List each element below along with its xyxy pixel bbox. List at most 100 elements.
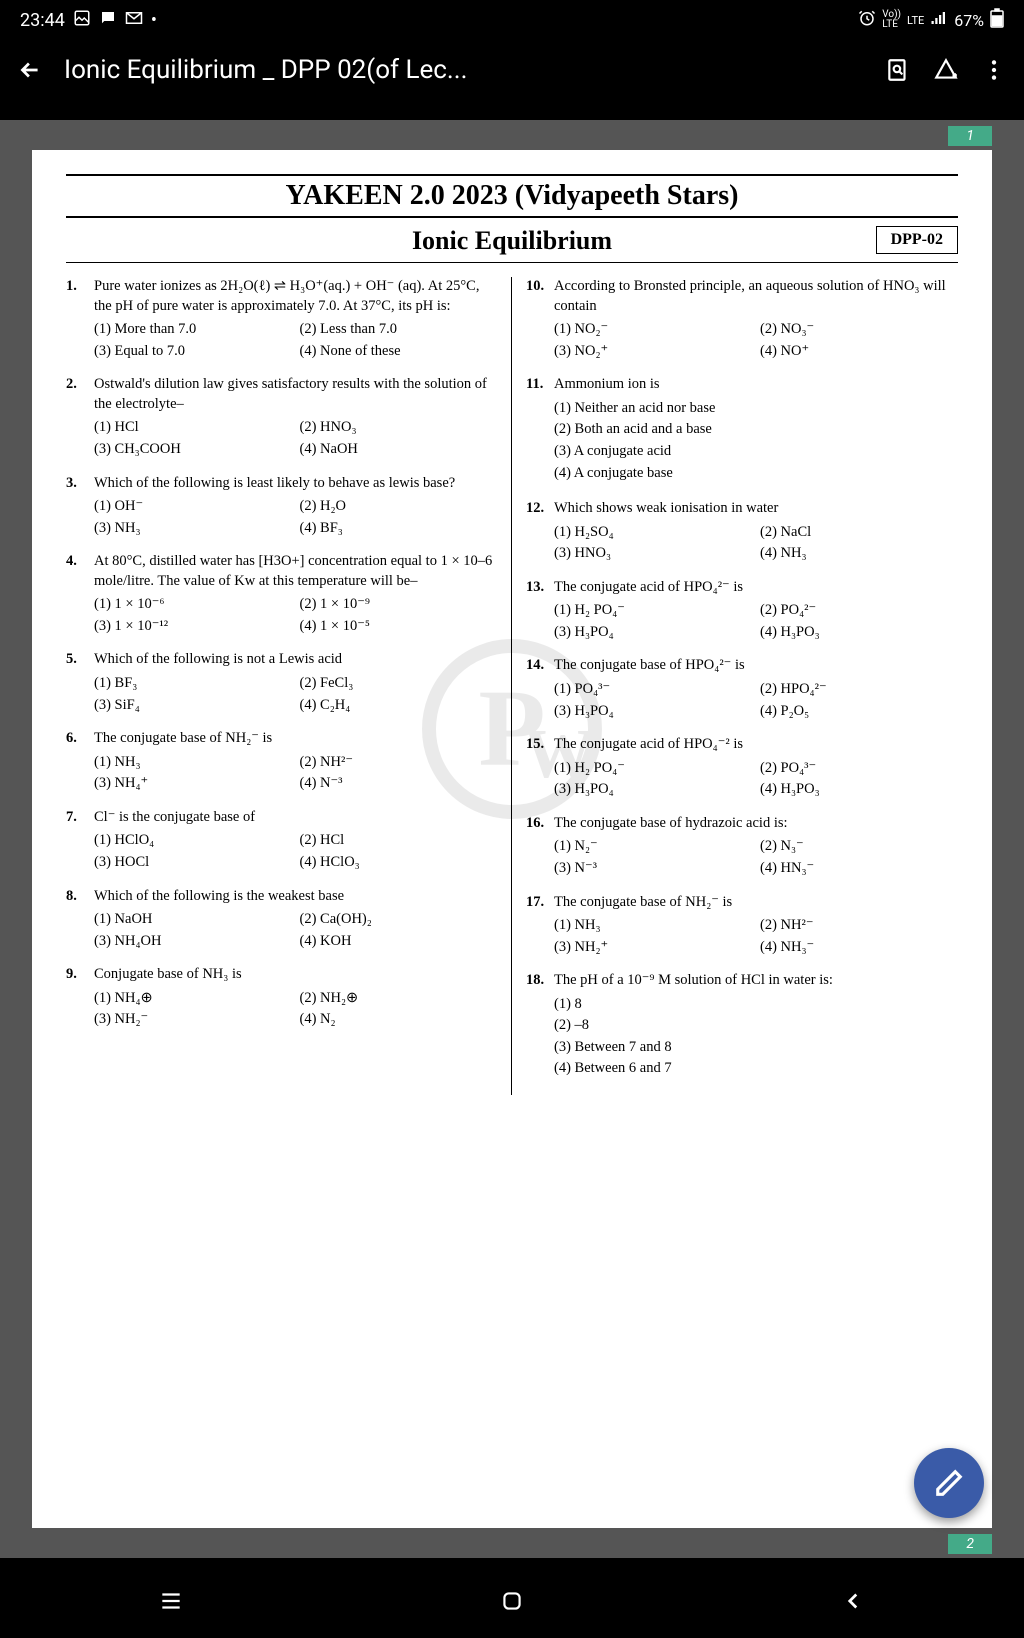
question-number: 5. xyxy=(66,650,94,715)
option: (2) NO₃⁻ xyxy=(760,320,958,340)
question: 11.Ammonium ion is(1) Neither an acid no… xyxy=(526,375,958,485)
question-number: 13. xyxy=(526,578,554,643)
back-button[interactable] xyxy=(16,56,44,84)
options: (1) H₂ PO₄⁻(2) PO₄²⁻(3) H₃PO₄(4) H₃PO₃ xyxy=(554,601,958,642)
option: (3) NH₂⁺ xyxy=(554,938,752,958)
find-button[interactable] xyxy=(884,56,912,84)
option: (1) NaOH xyxy=(94,910,292,930)
battery-icon xyxy=(990,8,1004,32)
question-text: According to Bronsted principle, an aque… xyxy=(554,277,958,316)
option: (1) H₂ PO₄⁻ xyxy=(554,601,752,621)
options: (1) NaOH(2) Ca(OH)₂(3) NH₄OH(4) KOH xyxy=(94,910,497,951)
question: 5.Which of the following is not a Lewis … xyxy=(66,650,497,715)
question-number: 8. xyxy=(66,887,94,952)
doc-subheader: Ionic Equilibrium xyxy=(412,226,612,256)
option: (4) NH₃ xyxy=(760,544,958,564)
question-number: 2. xyxy=(66,375,94,459)
option: (4) N₂ xyxy=(300,1010,498,1030)
volte-icon: Vo))LTE xyxy=(882,10,901,30)
options: (1) HCl(2) HNO₃(3) CH₃COOH(4) NaOH xyxy=(94,418,497,459)
question: 17.The conjugate base of NH₂⁻ is(1) NH₃(… xyxy=(526,893,958,958)
question-text: At 80°C, distilled water has [H3O+] conc… xyxy=(94,552,497,591)
question: 10.According to Bronsted principle, an a… xyxy=(526,277,958,361)
options: (1) Neither an acid nor base(2) Both an … xyxy=(554,399,958,483)
recents-button[interactable] xyxy=(158,1588,184,1618)
doc-header: YAKEEN 2.0 2023 (Vidyapeeth Stars) xyxy=(66,174,958,218)
question-text: The conjugate base of hydrazoic acid is: xyxy=(554,814,958,834)
question-text: The conjugate base of NH₂⁻ is xyxy=(94,729,497,749)
system-nav-bar xyxy=(0,1568,1024,1638)
left-column: 1.Pure water ionizes as 2H₂O(ℓ) ⇌ H₃O⁺(a… xyxy=(66,277,512,1095)
option: (4) P₂O₅ xyxy=(760,702,958,722)
add-shape-button[interactable] xyxy=(932,56,960,84)
option: (2) PO₄³⁻ xyxy=(760,759,958,779)
option: (4) BF₃ xyxy=(300,519,498,539)
option: (1) NH₃ xyxy=(554,916,752,936)
image-icon xyxy=(73,9,91,32)
option: (1) PO₄³⁻ xyxy=(554,680,752,700)
option: (4) H₃PO₃ xyxy=(760,780,958,800)
question-text: Conjugate base of NH₃ is xyxy=(94,965,497,985)
question-number: 17. xyxy=(526,893,554,958)
option: (2) Both an acid and a base xyxy=(554,420,958,440)
home-button[interactable] xyxy=(499,1588,525,1618)
option: (1) 8 xyxy=(554,995,958,1015)
option: (3) N⁻³ xyxy=(554,859,752,879)
option: (4) A conjugate base xyxy=(554,464,958,484)
option: (3) HOCl xyxy=(94,853,292,873)
option: (2) –8 xyxy=(554,1016,958,1036)
option: (2) NH₂⊕ xyxy=(300,989,498,1009)
question: 2.Ostwald's dilution law gives satisfact… xyxy=(66,375,497,459)
option: (4) N⁻³ xyxy=(300,774,498,794)
question-number: 1. xyxy=(66,277,94,361)
options: (1) PO₄³⁻(2) HPO₄²⁻(3) H₃PO₄(4) P₂O₅ xyxy=(554,680,958,721)
options: (1) HClO₄(2) HCl(3) HOCl(4) HClO₃ xyxy=(94,831,497,872)
option: (4) C₂H₄ xyxy=(300,696,498,716)
question-text: Which of the following is the weakest ba… xyxy=(94,887,497,907)
option: (4) 1 × 10⁻⁵ xyxy=(300,617,498,637)
question-number: 3. xyxy=(66,474,94,539)
question: 14.The conjugate base of HPO₄²⁻ is(1) PO… xyxy=(526,656,958,721)
option: (3) Equal to 7.0 xyxy=(94,342,292,362)
option: (1) H₂SO₄ xyxy=(554,523,752,543)
dpp-label: DPP-02 xyxy=(876,226,958,254)
document-viewport[interactable]: 1 PW YAKEEN 2.0 2023 (Vidyapeeth Stars) … xyxy=(0,120,1024,1558)
question-text: Which shows weak ionisation in water xyxy=(554,499,958,519)
options: (1) H₂SO₄(2) NaCl(3) HNO₃(4) NH₃ xyxy=(554,523,958,564)
option: (4) HN₃⁻ xyxy=(760,859,958,879)
options: (1) H₂ PO₄⁻(2) PO₄³⁻(3) H₃PO₄(4) H₃PO₃ xyxy=(554,759,958,800)
question: 7.Cl⁻ is the conjugate base of(1) HClO₄(… xyxy=(66,808,497,873)
question-text: Ammonium ion is xyxy=(554,375,958,395)
option: (3) SiF₄ xyxy=(94,696,292,716)
option: (1) OH⁻ xyxy=(94,497,292,517)
question: 12.Which shows weak ionisation in water(… xyxy=(526,499,958,564)
option: (3) NH₃ xyxy=(94,519,292,539)
option: (1) Neither an acid nor base xyxy=(554,399,958,419)
option: (1) NH₃ xyxy=(94,753,292,773)
option: (3) NH₂⁻ xyxy=(94,1010,292,1030)
option: (3) 1 × 10⁻¹² xyxy=(94,617,292,637)
option: (4) NaOH xyxy=(300,440,498,460)
question: 3.Which of the following is least likely… xyxy=(66,474,497,539)
battery-text: 67% xyxy=(954,11,984,30)
question-text: Cl⁻ is the conjugate base of xyxy=(94,808,497,828)
option: (4) HClO₃ xyxy=(300,853,498,873)
option: (2) Ca(OH)₂ xyxy=(300,910,498,930)
option: (2) NH²⁻ xyxy=(300,753,498,773)
question: 6.The conjugate base of NH₂⁻ is(1) NH₃(2… xyxy=(66,729,497,794)
lte-icon: LTE xyxy=(907,14,924,27)
back-nav-button[interactable] xyxy=(840,1588,866,1618)
app-bar: Ionic Equilibrium _ DPP 02(of Lec... xyxy=(0,40,1024,100)
question-text: The conjugate acid of HPO₄⁻² is xyxy=(554,735,958,755)
options: (1) NH₄⊕(2) NH₂⊕(3) NH₂⁻(4) N₂ xyxy=(94,989,497,1030)
edit-fab[interactable] xyxy=(914,1448,984,1518)
option: (2) N₃⁻ xyxy=(760,837,958,857)
option: (1) HCl xyxy=(94,418,292,438)
option: (4) None of these xyxy=(300,342,498,362)
option: (2) HNO₃ xyxy=(300,418,498,438)
option: (3) HNO₃ xyxy=(554,544,752,564)
document-page: PW YAKEEN 2.0 2023 (Vidyapeeth Stars) Io… xyxy=(32,150,992,1528)
options: (1) 8(2) –8(3) Between 7 and 8(4) Betwee… xyxy=(554,995,958,1079)
menu-button[interactable] xyxy=(980,56,1008,84)
options: (1) 1 × 10⁻⁶(2) 1 × 10⁻⁹(3) 1 × 10⁻¹²(4)… xyxy=(94,595,497,636)
